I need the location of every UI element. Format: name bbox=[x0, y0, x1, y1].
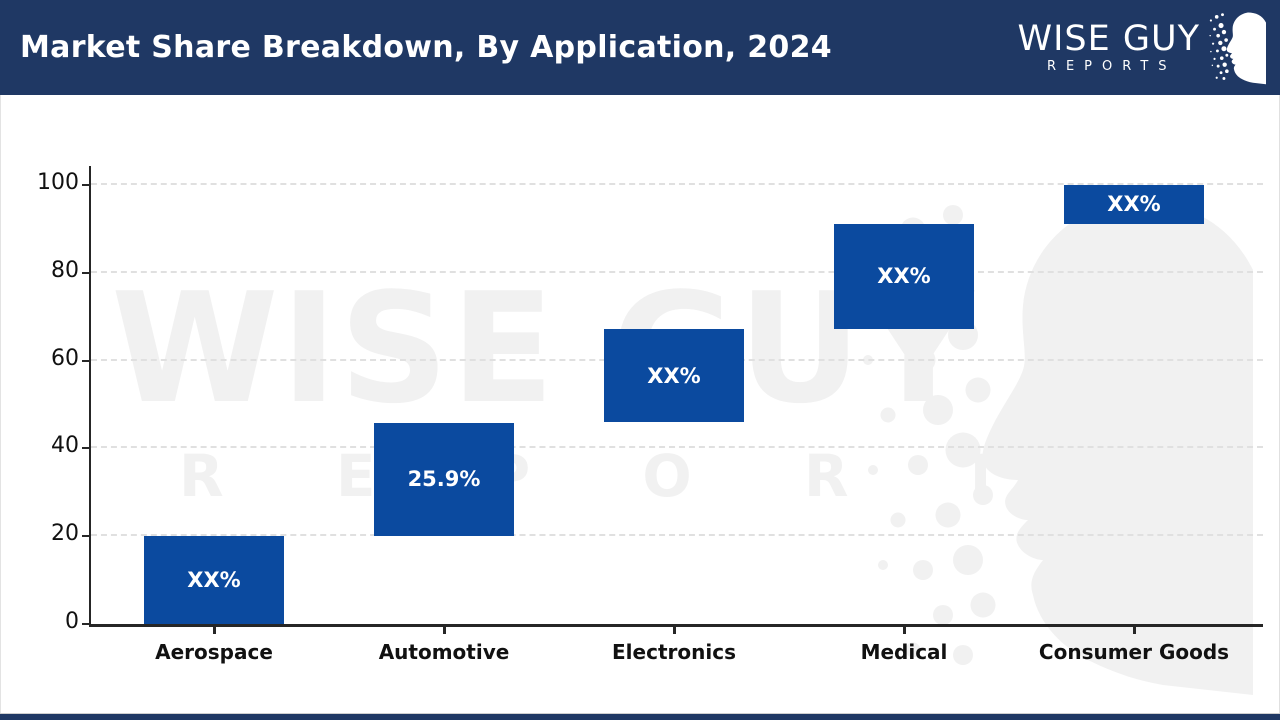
y-tick-label-0: 0 bbox=[65, 609, 79, 634]
page-title: Market Share Breakdown, By Application, … bbox=[20, 30, 832, 65]
bar-medical: XX% bbox=[834, 223, 974, 329]
bar-value-label-consumer-goods: XX% bbox=[1107, 192, 1161, 217]
y-tick-label-20: 20 bbox=[51, 521, 79, 547]
bar-consumer-goods: XX% bbox=[1064, 184, 1204, 224]
y-tick-0 bbox=[82, 623, 90, 625]
bar-automotive: 25.9% bbox=[374, 422, 514, 537]
header-bar: Market Share Breakdown, By Application, … bbox=[0, 0, 1280, 95]
footer-bar bbox=[0, 713, 1280, 720]
x-tick-consumer-goods bbox=[1133, 626, 1136, 634]
watermark-wiseguy-text: WISE GUY bbox=[111, 260, 976, 437]
y-tick-60 bbox=[82, 359, 90, 362]
x-tick-label-aerospace: Aerospace bbox=[155, 640, 273, 664]
bar-value-label-automotive: 25.9% bbox=[407, 467, 481, 492]
y-tick-label-60: 60 bbox=[51, 345, 79, 371]
x-tick-label-electronics: Electronics bbox=[612, 640, 736, 664]
plot-area: 0 20 40 60 80 100 XX% Aerospace 25.9% Automotive X… bbox=[37, 166, 1263, 664]
y-tick-40 bbox=[82, 447, 90, 450]
x-tick-label-consumer-goods: Consumer Goods bbox=[1038, 640, 1230, 664]
gridline-20 bbox=[91, 534, 1263, 537]
gridline-80 bbox=[91, 270, 1263, 273]
y-tick-100 bbox=[82, 183, 90, 186]
bar-value-label-electronics: XX% bbox=[647, 363, 701, 388]
bar-electronics: XX% bbox=[604, 328, 744, 423]
gridline-40 bbox=[91, 446, 1263, 449]
y-tick-20 bbox=[82, 535, 90, 538]
x-tick-electronics bbox=[673, 626, 676, 634]
bar-value-label-medical: XX% bbox=[877, 264, 931, 289]
x-tick-aerospace bbox=[213, 626, 216, 634]
face-profile-logo-icon bbox=[1209, 11, 1266, 84]
y-tick-label-80: 80 bbox=[51, 257, 79, 283]
x-tick-automotive bbox=[443, 626, 446, 634]
wiseguy-wordmark: WISE GUY bbox=[1017, 18, 1200, 59]
reports-wordmark: REPORTS bbox=[1046, 59, 1177, 75]
x-tick-label-automotive: Automotive bbox=[378, 640, 510, 664]
x-tick-label-medical: Medical bbox=[860, 640, 948, 664]
y-tick-label-40: 40 bbox=[51, 433, 79, 459]
x-tick-medical bbox=[903, 626, 906, 634]
bar-value-label-aerospace: XX% bbox=[187, 568, 241, 593]
gridline-100 bbox=[91, 182, 1263, 185]
brand-wordmark: WISE GUY REPORTS bbox=[1017, 18, 1200, 75]
chart-panel: WISE GUY R E P O R T S 0 20 40 60 80 100 XX% Ae… bbox=[0, 95, 1280, 713]
y-tick-80 bbox=[82, 271, 90, 274]
brand-logo: WISE GUY REPORTS bbox=[1017, 5, 1266, 90]
bar-aerospace: XX% bbox=[144, 536, 284, 624]
y-tick-label-100: 100 bbox=[37, 169, 79, 195]
